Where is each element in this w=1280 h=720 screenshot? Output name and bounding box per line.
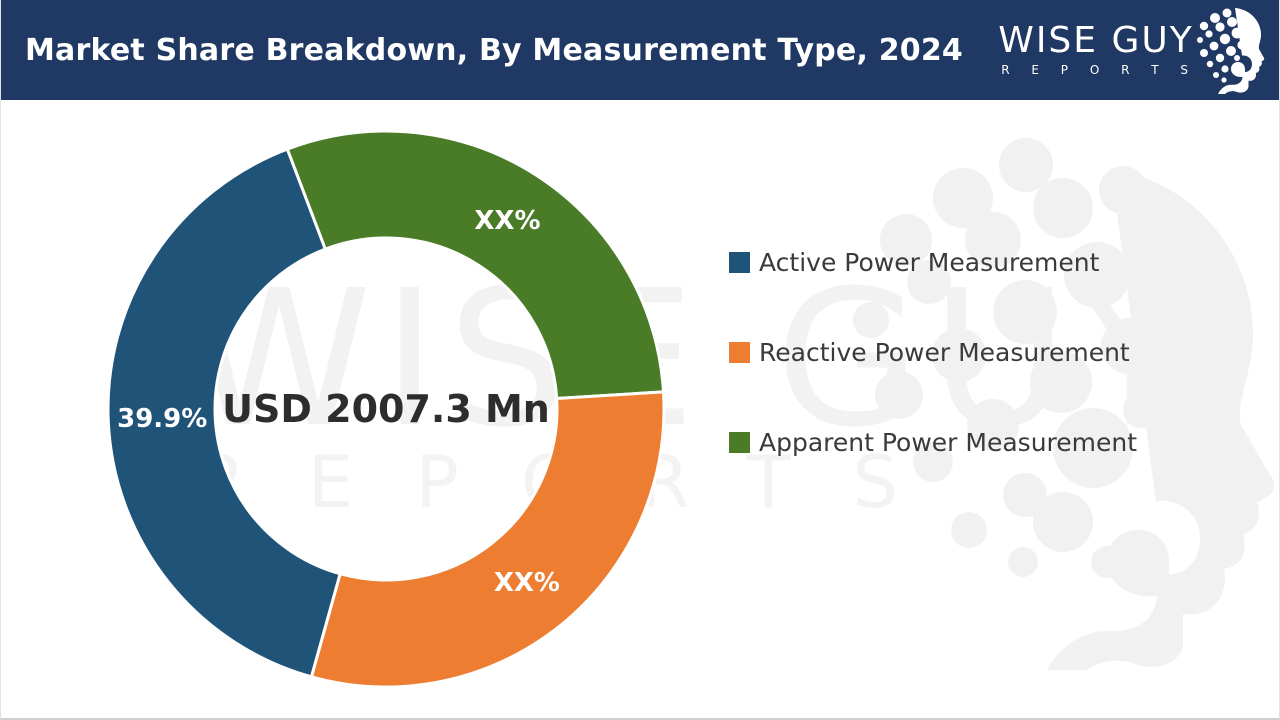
brand-wordmark: WISE GUY R E P O R T S [998, 20, 1197, 78]
donut-center-value: USD 2007.3 Mn [222, 387, 550, 431]
brand-subtitle: R E P O R T S [1001, 63, 1197, 77]
legend-swatch-reactive [729, 341, 750, 363]
logo-face-icon [1197, 8, 1265, 94]
donut-slice-0 [285, 129, 665, 401]
brand-name: WISE GUY [998, 20, 1194, 61]
chart-legend: Active Power Measurement Reactive Power … [729, 247, 1138, 520]
legend-label-reactive: Reactive Power Measurement [759, 337, 1130, 367]
legend-swatch-active [729, 251, 750, 273]
page-title: Market Share Breakdown, By Measurement T… [25, 32, 963, 68]
brand-logo: WISE GUY R E P O R T S [998, 6, 1265, 94]
header-bar: Market Share Breakdown, By Measurement T… [1, 0, 1279, 100]
legend-item-reactive: Reactive Power Measurement [729, 337, 1137, 367]
slice-label-reactive: XX% [493, 568, 560, 599]
legend-label-active: Active Power Measurement [759, 247, 1100, 277]
legend-item-apparent: Apparent Power Measurement [729, 427, 1138, 457]
legend-label-apparent: Apparent Power Measurement [759, 427, 1138, 457]
donut-slice-1 [309, 390, 666, 689]
slice-label-apparent: XX% [474, 205, 541, 236]
slice-label-active: 39.9% [117, 404, 208, 435]
legend-swatch-apparent [729, 431, 750, 453]
legend-item-active: Active Power Measurement [729, 247, 1137, 277]
